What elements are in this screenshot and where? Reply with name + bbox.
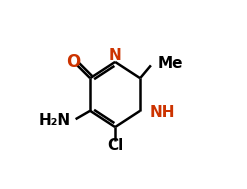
Text: NH: NH xyxy=(149,105,175,120)
Text: H₂N: H₂N xyxy=(39,113,71,128)
Text: O: O xyxy=(66,53,81,71)
Text: N: N xyxy=(109,48,122,63)
Text: Cl: Cl xyxy=(107,138,123,153)
Text: Me: Me xyxy=(158,56,184,71)
